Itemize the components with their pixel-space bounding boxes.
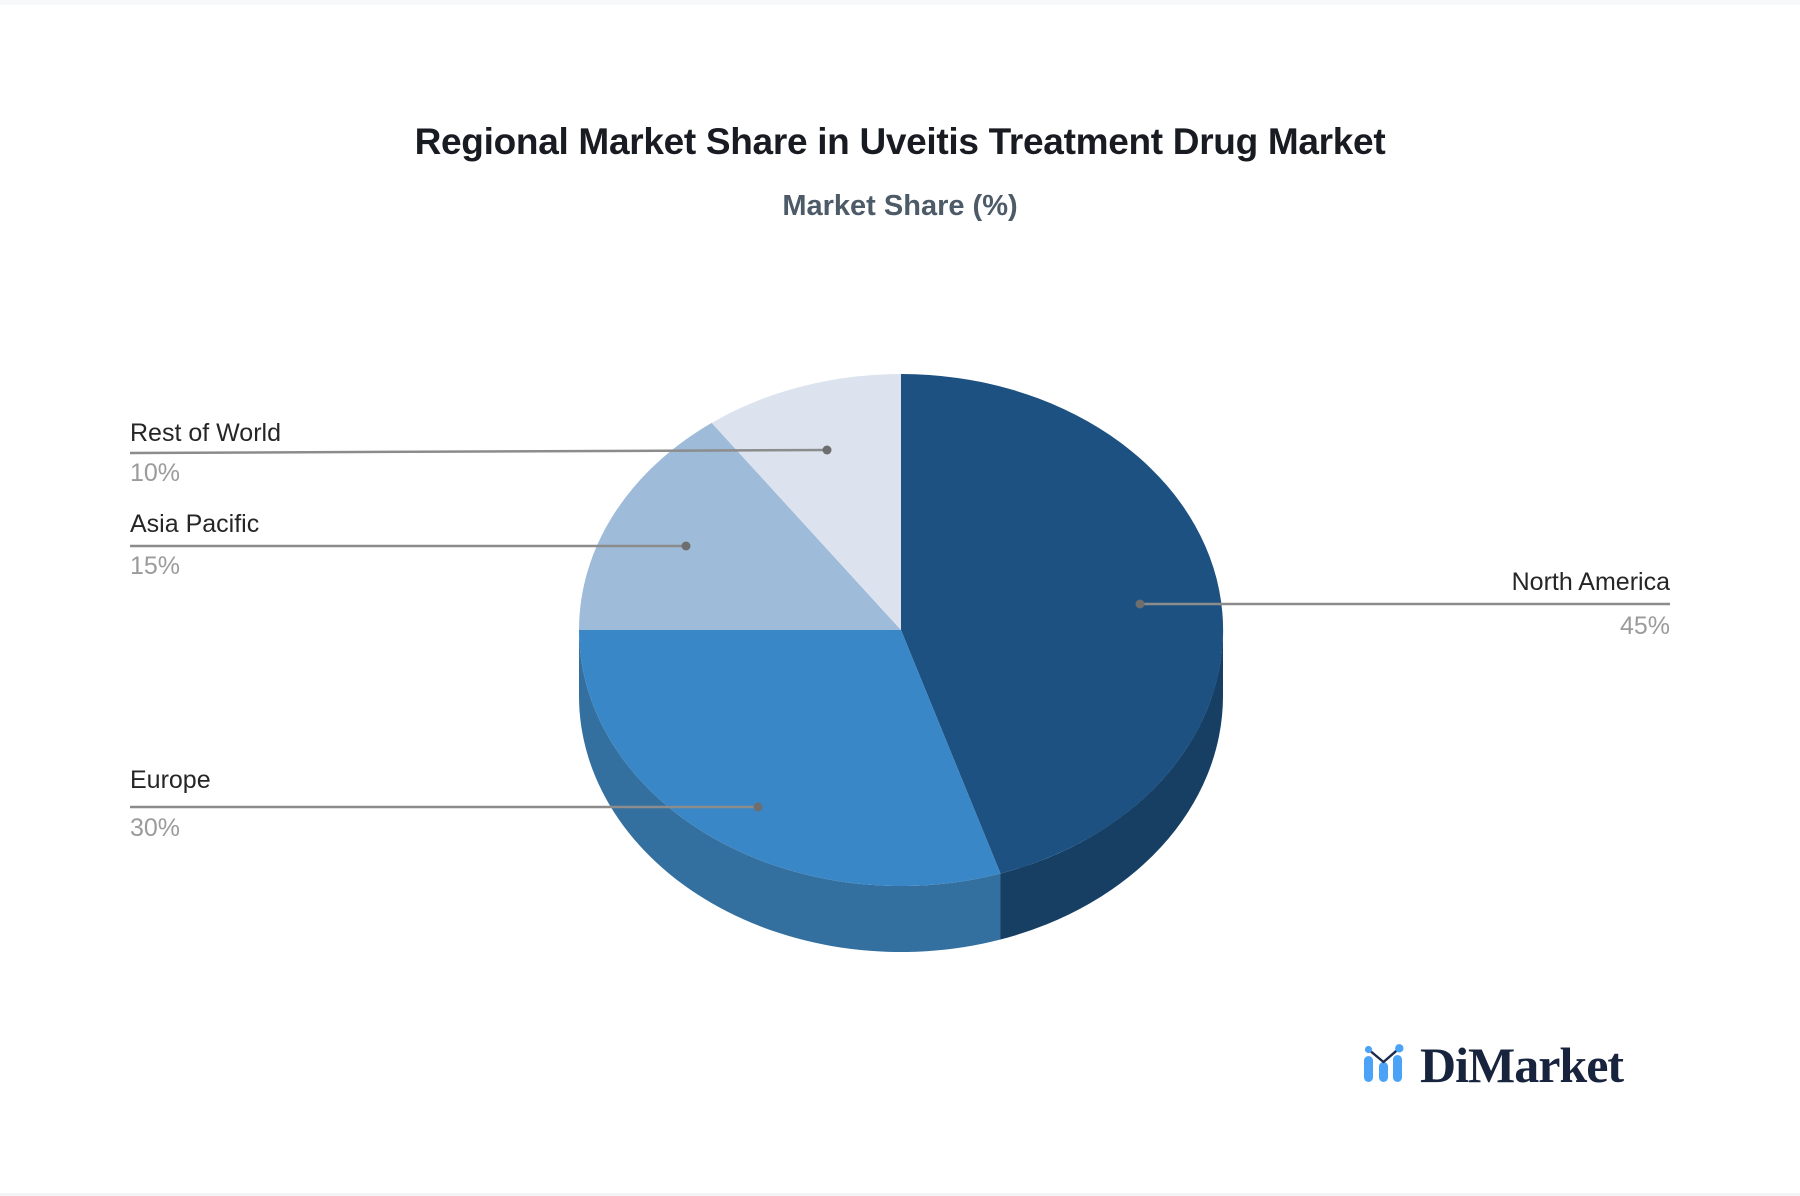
chart-title: Regional Market Share in Uveitis Treatme… [414,121,1386,162]
callout-percent-asia-pacific: 15% [130,552,181,580]
pie-slice-europe [579,630,1001,887]
leader-line-rest-of-world [129,448,828,455]
dimarket-logo: DiMarket [1363,1037,1624,1093]
callout-label-north-america: North America [1511,568,1670,596]
pie-slice-side-europe [579,630,1001,953]
leader-dot-europe [753,802,763,812]
leader-dot-asia-pacific [681,541,691,551]
chart-subtitle: Market Share (%) [782,190,1018,222]
page-bottom-edge [0,1193,1800,1196]
callout-label-rest-of-world: Rest of World [130,419,281,447]
leader-dot-north-america [1135,599,1145,609]
callout-percent-europe: 30% [130,814,181,842]
callout-label-asia-pacific: Asia Pacific [130,510,260,538]
leader-dot-rest-of-world [822,445,832,455]
pie-slice-side-north-america [1000,630,1223,940]
callout-label-europe: Europe [130,766,211,794]
pie-slice-asia-pacific [579,422,901,630]
pie-slice-north-america [901,373,1224,874]
logo-chart-icon [1364,1044,1404,1082]
page-top-edge [0,0,1800,5]
callout-percent-rest-of-world: 10% [130,459,181,487]
logo-text: DiMarket [1420,1037,1624,1093]
pie-slice-rest-of-world [711,374,901,630]
callout-percent-north-america: 45% [1619,612,1670,640]
